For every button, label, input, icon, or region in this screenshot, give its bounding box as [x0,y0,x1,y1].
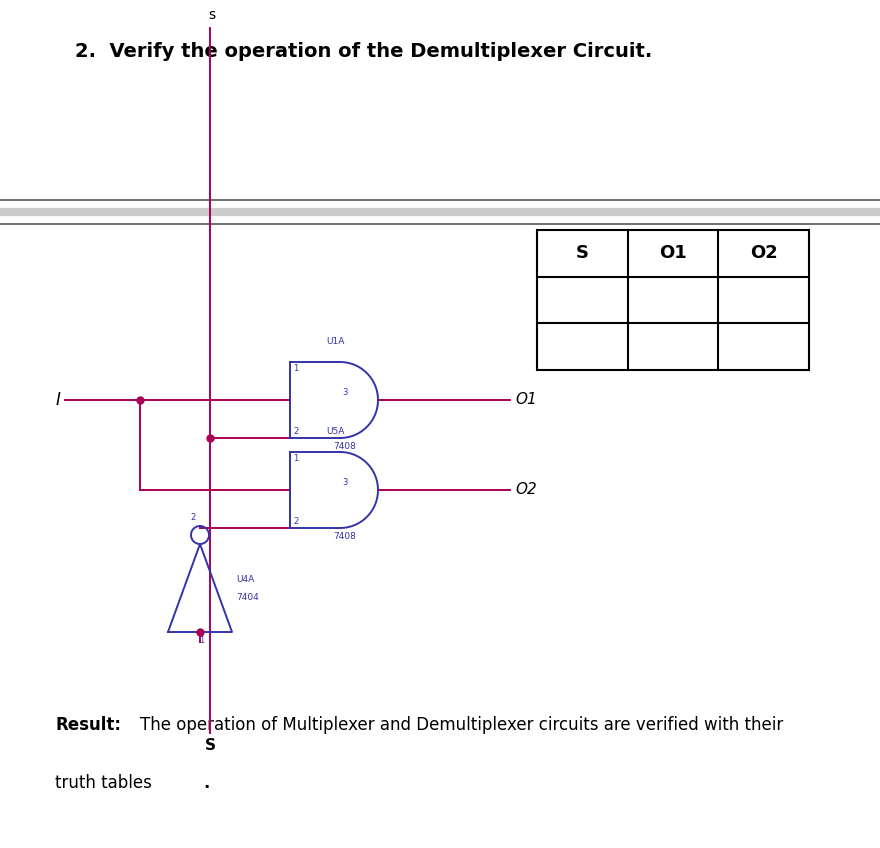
Text: U5A: U5A [326,427,344,436]
Text: 1: 1 [200,636,205,645]
Text: 2: 2 [293,427,298,436]
Text: S: S [576,244,589,262]
Text: 3: 3 [342,388,348,397]
Text: s: s [209,8,216,22]
Text: 1: 1 [293,364,298,373]
Text: 1: 1 [293,454,298,463]
Text: .: . [203,774,209,792]
Text: 2: 2 [293,517,298,526]
Text: The operation of Multiplexer and Demultiplexer circuits are verified with their: The operation of Multiplexer and Demulti… [140,716,783,734]
Text: 7408: 7408 [334,532,356,541]
Text: O1: O1 [515,393,537,408]
Text: 2.  Verify the operation of the Demultiplexer Circuit.: 2. Verify the operation of the Demultipl… [75,42,652,61]
Text: I: I [55,391,60,409]
Text: 7404: 7404 [236,594,259,602]
Text: O2: O2 [750,244,778,262]
Text: 3: 3 [342,478,348,487]
Text: U1A: U1A [326,337,344,346]
Text: 7408: 7408 [334,442,356,451]
Text: S: S [204,738,216,753]
Text: truth tables: truth tables [55,774,152,792]
Bar [537,230,809,370]
Text: 2: 2 [191,513,196,522]
Text: O1: O1 [659,244,687,262]
Text: Result:: Result: [55,716,121,734]
Text: U4A: U4A [236,576,254,584]
Text: O2: O2 [515,483,537,498]
